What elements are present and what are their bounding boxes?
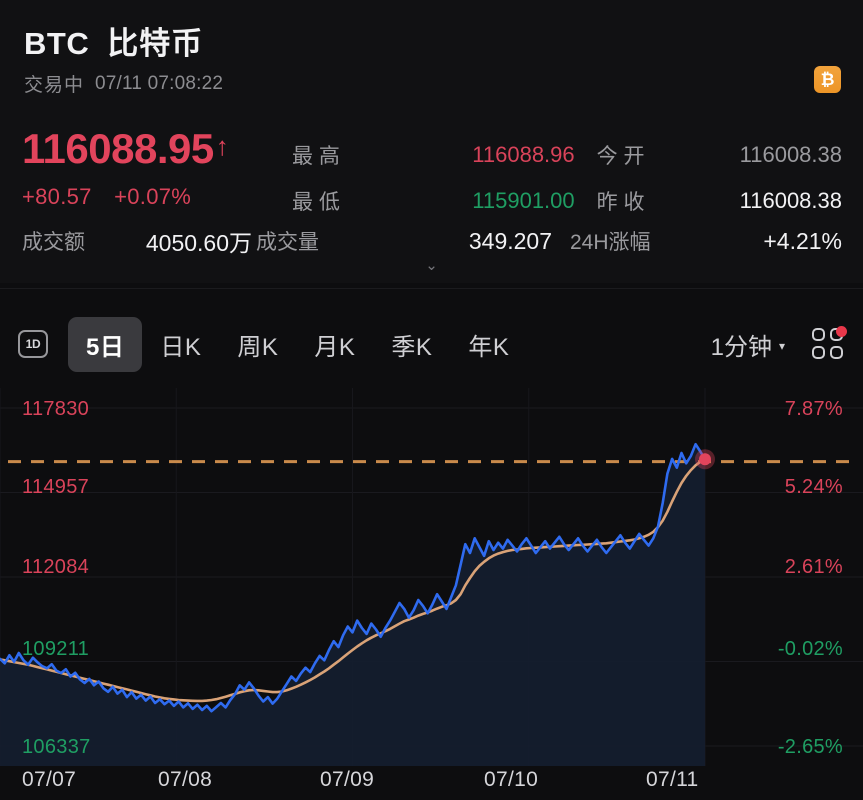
tab-quarter-k[interactable]: 季K (391, 333, 433, 361)
value-turnover: 4050.60万 (145, 230, 252, 256)
label-low: 最 低 (292, 191, 340, 214)
tab-day-k[interactable]: 日K (160, 333, 202, 361)
stats-row-low-prevclose: 最 低 115901.00 昨 收 116008.38 (292, 178, 842, 224)
x-axis-tick-1: 07/08 (158, 768, 213, 791)
value-low: 115901.00 (472, 188, 575, 213)
stats-row-volume: 成交额 4050.60万 成交量 349.207 24H涨幅 +4.21% (22, 224, 842, 258)
x-axis-tick-0: 07/07 (22, 768, 77, 791)
price-change-row: +80.57 +0.07% (22, 184, 229, 210)
market-status-row: 交易中 07/11 07:08:22 (24, 70, 223, 97)
quote-timestamp: 07/11 07:08:22 (95, 72, 224, 94)
change-percent: +0.07% (114, 184, 192, 209)
x-axis-tick-2: 07/09 (320, 768, 375, 791)
grid-view-icon[interactable] (811, 326, 847, 361)
x-axis-tick-3: 07/10 (484, 768, 539, 791)
bitcoin-glyph: ₿ (820, 70, 835, 89)
quote-stats-grid: 最 高 116088.96 今 开 116008.38 最 低 115901.0… (292, 132, 842, 224)
grid-cell (830, 346, 843, 359)
value-prev-close: 116008.38 (739, 188, 843, 213)
label-prev-close: 昨 收 (596, 191, 645, 214)
label-volume: 成交量 (256, 231, 319, 254)
tab-week-k[interactable]: 周K (237, 333, 279, 361)
chevron-down-icon[interactable]: ⌄ (425, 257, 438, 274)
range-1d-icon[interactable]: 1D (18, 330, 48, 358)
last-price: 116088.95 (22, 125, 214, 172)
grid-cell (812, 328, 825, 341)
symbol-name: 比特币 (107, 26, 204, 61)
tab-month-k[interactable]: 月K (314, 333, 356, 361)
grid-cell (812, 346, 825, 359)
price-up-arrow-icon: ↑ (215, 131, 229, 161)
value-open: 116008.38 (739, 142, 843, 167)
price-block: 116088.95 ↑ +80.57 +0.07% (22, 128, 229, 210)
tab-5day[interactable]: 5日 (68, 316, 143, 372)
label-turnover: 成交额 (22, 231, 85, 254)
bitcoin-icon[interactable]: ₿ (814, 66, 841, 93)
instrument-title: BTC 比特币 (24, 18, 203, 63)
range-1d-label: 1D (25, 337, 41, 351)
value-volume: 349.207 (468, 227, 552, 254)
x-axis: 07/07 07/08 07/09 07/10 07/11 (0, 766, 863, 800)
quote-panel: BTC 比特币 交易中 07/11 07:08:22 ₿ 116088.95 ↑… (0, 0, 863, 289)
chart-period-tabbar: 1D 5日 日K 周K 月K 季K 年K 1分钟 ▾ (0, 300, 863, 388)
label-24h-change: 24H涨幅 (570, 231, 651, 254)
label-open: 今 开 (596, 145, 645, 168)
panel-divider (0, 288, 863, 289)
symbol-code: BTC (24, 26, 90, 61)
change-absolute: +80.57 (22, 184, 92, 209)
value-high: 116088.96 (472, 142, 575, 167)
price-chart[interactable]: 117830 114957 112084 109211 106337 7.87%… (0, 388, 863, 800)
stats-row-high-open: 最 高 116088.96 今 开 116008.38 (292, 132, 842, 178)
label-high: 最 高 (292, 145, 340, 168)
market-status: 交易中 (24, 75, 85, 96)
period-dropdown-label: 1分钟 (710, 333, 772, 361)
chart-canvas[interactable] (0, 388, 863, 766)
period-dropdown[interactable]: 1分钟 ▾ (711, 327, 785, 362)
x-axis-tick-4: 07/11 (646, 768, 699, 791)
chevron-down-icon: ▾ (778, 339, 785, 353)
value-24h-change: +4.21% (763, 227, 842, 254)
notification-dot (836, 326, 847, 337)
tab-year-k[interactable]: 年K (468, 333, 510, 361)
